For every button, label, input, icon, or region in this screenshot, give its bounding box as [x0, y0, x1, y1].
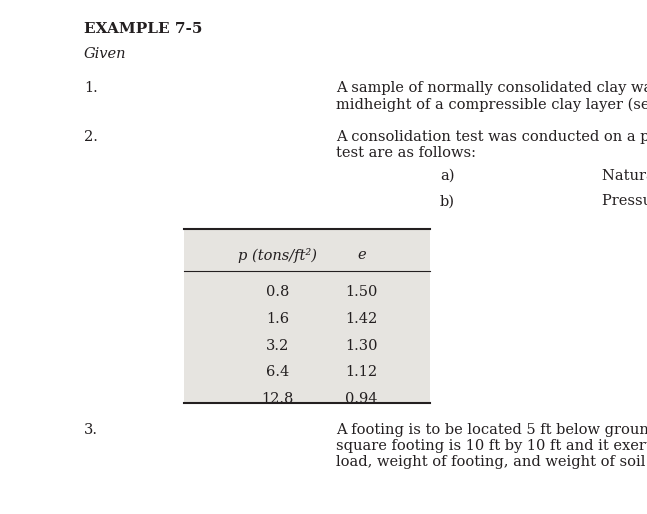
Text: 0.94: 0.94 — [345, 392, 378, 406]
Text: p (tons/ft²): p (tons/ft²) — [238, 248, 317, 263]
Text: Pressure-void ratio relations are as follows:: Pressure-void ratio relations are as fol… — [602, 194, 647, 208]
Text: 0.8: 0.8 — [266, 285, 289, 299]
Text: Natural (or initial) void ratio of the clay existing in the field (e: Natural (or initial) void ratio of the c… — [602, 169, 647, 183]
Text: A footing is to be located 5 ft below ground level, as shown in Fig. 7-13. The b: A footing is to be located 5 ft below gr… — [336, 423, 647, 469]
Text: 1.: 1. — [84, 81, 98, 95]
Text: 6.4: 6.4 — [266, 365, 289, 379]
Text: EXAMPLE 7-5: EXAMPLE 7-5 — [84, 22, 203, 35]
Text: 2.: 2. — [84, 130, 98, 143]
Text: 1.30: 1.30 — [345, 339, 378, 353]
Text: Given: Given — [84, 47, 127, 61]
Text: 1.42: 1.42 — [345, 312, 378, 326]
Text: A consolidation test was conducted on a portion of this sample. Results of the c: A consolidation test was conducted on a … — [336, 130, 647, 160]
Text: e: e — [357, 248, 366, 262]
Text: 3.2: 3.2 — [266, 339, 289, 353]
Text: 1.12: 1.12 — [345, 365, 377, 379]
Text: b): b) — [440, 194, 455, 208]
Text: 1.6: 1.6 — [267, 312, 289, 326]
Text: A sample of normally consolidated clay was obtained by a Shelby tube sampler fro: A sample of normally consolidated clay w… — [336, 81, 647, 112]
Text: a): a) — [440, 169, 454, 182]
Text: 1.50: 1.50 — [345, 285, 378, 299]
Text: 3.: 3. — [84, 423, 98, 436]
Text: 12.8: 12.8 — [261, 392, 294, 406]
